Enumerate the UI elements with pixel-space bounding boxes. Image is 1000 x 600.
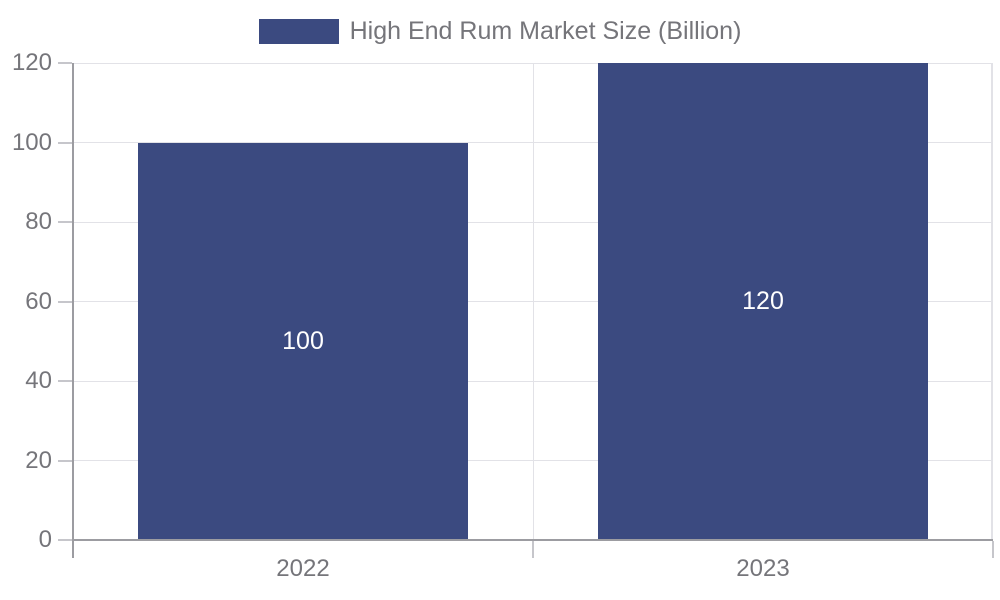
- y-axis-tick-20: [58, 459, 72, 462]
- bar-2023[interactable]: 120: [598, 63, 928, 540]
- y-axis-tick-label-20: 20: [25, 446, 52, 474]
- x-axis-label-2022: 2022: [276, 555, 330, 582]
- plot-right-border: [991, 63, 993, 540]
- x-axis-tick: [992, 541, 994, 558]
- x-axis-tick: [72, 541, 74, 558]
- y-axis-tick-0: [58, 539, 72, 541]
- y-axis-tick-40: [58, 380, 72, 382]
- y-axis-line: [72, 63, 74, 540]
- gridline-category-boundary: [532, 63, 534, 540]
- x-axis-label-2023: 2023: [736, 555, 790, 582]
- y-axis-tick-120: [58, 62, 72, 64]
- bar-value-label: 120: [742, 287, 784, 315]
- y-axis-tick-label-0: 0: [38, 526, 52, 553]
- legend[interactable]: High End Rum Market Size (Billion): [0, 17, 1000, 46]
- y-axis-tick-label-100: 100: [11, 128, 52, 156]
- y-axis-tick-label-40: 40: [25, 367, 52, 394]
- y-axis-tick-80: [58, 221, 72, 223]
- y-axis-tick-60: [58, 300, 72, 303]
- y-axis-tick-label-120: 120: [11, 49, 52, 76]
- plot-area: 100 120: [73, 62, 993, 540]
- y-axis-tick-100: [58, 141, 72, 144]
- legend-label: High End Rum Market Size (Billion): [349, 17, 742, 45]
- bar-value-label: 100: [282, 326, 324, 355]
- x-axis-tick: [532, 541, 534, 558]
- y-axis-tick-label-60: 60: [25, 287, 52, 315]
- x-axis-line: [72, 539, 993, 541]
- legend-swatch: [258, 19, 339, 44]
- bar-2022[interactable]: 100: [138, 142, 468, 540]
- y-axis-tick-label-80: 80: [25, 208, 52, 235]
